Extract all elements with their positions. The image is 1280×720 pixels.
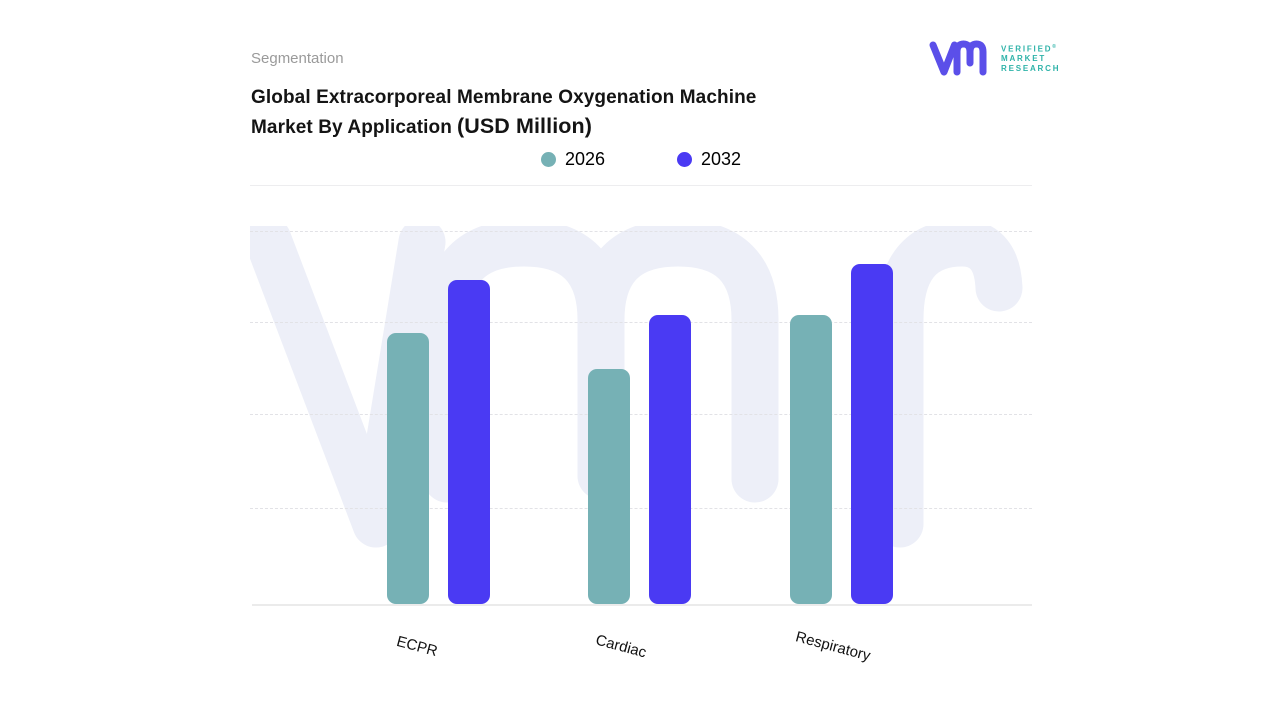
vmr-logo: VERIFIED® MARKET RESEARCH xyxy=(928,36,1060,80)
x-axis-label-ecpr: ECPR xyxy=(394,632,440,661)
bar-2026-respiratory xyxy=(790,315,832,604)
legend-dot xyxy=(540,152,556,167)
x-axis-line xyxy=(252,604,1032,606)
title-units: (USD Million) xyxy=(456,114,592,138)
page-title: Global Extracorporeal Membrane Oxygenati… xyxy=(251,83,756,142)
registered-mark-icon: ® xyxy=(1052,43,1056,50)
x-axis-label-cardiac: Cardiac xyxy=(593,631,649,662)
x-axis-label-respiratory: Respiratory xyxy=(793,628,873,665)
bar-2026-ecpr xyxy=(387,333,429,604)
vmr-logo-mark-icon xyxy=(929,40,987,76)
bar-2032-respiratory xyxy=(851,264,893,604)
legend: 2026 2032 xyxy=(250,149,1032,170)
vmr-logo-text: VERIFIED® MARKET RESEARCH xyxy=(1001,43,1060,73)
legend-label: 2026 xyxy=(564,149,605,169)
bar-chart: ECPR Cardiac Respiratory xyxy=(250,185,1032,691)
legend-item-2026: 2026 xyxy=(540,149,605,170)
title-line-2: Market By Application xyxy=(251,117,452,138)
logo-line-3: RESEARCH xyxy=(1001,63,1061,73)
gridline xyxy=(250,322,1032,323)
bar-2026-cardiac xyxy=(588,369,630,604)
gridline xyxy=(250,508,1032,509)
gridline xyxy=(250,414,1032,415)
logo-line-2: MARKET xyxy=(1001,54,1047,64)
gridline xyxy=(250,231,1032,232)
legend-label: 2032 xyxy=(701,149,742,169)
eyebrow-segmentation: Segmentation xyxy=(251,50,344,67)
legend-item-2032: 2032 xyxy=(677,149,741,170)
title-line-2-wrap: Market By Application (USD Million) xyxy=(251,112,756,142)
bar-2032-cardiac xyxy=(649,315,691,604)
logo-line-1: VERIFIED® xyxy=(1001,43,1056,54)
legend-dot xyxy=(677,152,692,167)
title-line-1: Global Extracorporeal Membrane Oxygenati… xyxy=(251,87,757,108)
vmr-watermark-icon xyxy=(250,226,1023,548)
bar-2032-ecpr xyxy=(448,280,490,604)
